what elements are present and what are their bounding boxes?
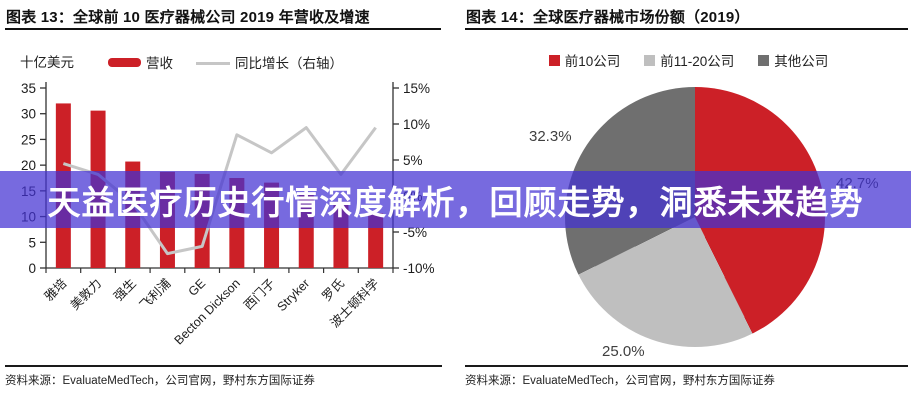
svg-text:美敦力: 美敦力 — [67, 276, 104, 313]
svg-text:30: 30 — [21, 107, 36, 122]
pie-legend: 前10公司 前11-20公司 其他公司 — [466, 50, 911, 70]
svg-text:-5%: -5% — [403, 225, 427, 240]
svg-text:10%: 10% — [403, 117, 430, 132]
pie-label-11-20: 25.0% — [602, 343, 645, 360]
revenue-bar-swatch — [108, 57, 141, 67]
svg-text:GE: GE — [186, 276, 209, 299]
figure14-title-rule — [465, 28, 908, 30]
rank11-20-legend-label: 前11-20公司 — [660, 54, 735, 69]
svg-text:15%: 15% — [403, 81, 430, 96]
overlay-banner: 天益医疗历史行情深度解析，回顾走势，洞悉未来趋势 — [0, 171, 911, 228]
figure14-source: 资料来源：EvaluateMedTech，公司官网，野村东方国际证券 — [465, 365, 908, 388]
legend-item-growth: 同比增长（右轴） — [196, 55, 343, 72]
svg-text:20: 20 — [21, 158, 36, 173]
svg-text:西门子: 西门子 — [241, 276, 278, 313]
figure13-title-rule — [5, 28, 441, 30]
svg-text:5: 5 — [28, 235, 36, 250]
legend-item-revenue: 营收 — [108, 52, 173, 72]
svg-text:飞利浦: 飞利浦 — [137, 276, 173, 312]
svg-text:雅培: 雅培 — [41, 276, 69, 304]
others-legend-label: 其他公司 — [774, 54, 829, 69]
rank11-20-swatch — [644, 54, 656, 66]
svg-text:罗氏: 罗氏 — [319, 276, 347, 304]
svg-text:35: 35 — [21, 81, 36, 96]
svg-text:-10%: -10% — [403, 261, 435, 276]
top10-legend-label: 前10公司 — [564, 54, 621, 69]
bar-line-chart: 3530252015105015%10%5%0%-5%-10%雅培美敦力强生飞利… — [21, 81, 435, 348]
figure14-title: 图表 14：全球医疗器械市场份额（2019） — [466, 9, 750, 26]
pie-label-others: 32.3% — [529, 128, 572, 145]
svg-text:5%: 5% — [403, 153, 423, 168]
left-axis-unit-label: 十亿美元 — [20, 55, 74, 70]
legend-item-11-20: 前11-20公司 — [644, 50, 734, 70]
growth-line-swatch — [196, 62, 230, 65]
legend-item-top10: 前10公司 — [548, 50, 621, 70]
svg-text:25: 25 — [21, 132, 36, 147]
figure13-title: 图表 13：全球前 10 医疗器械公司 2019 年营收及增速 — [6, 9, 370, 26]
revenue-legend-label: 营收 — [146, 56, 173, 71]
figure13-source: 资料来源：EvaluateMedTech，公司官网，野村东方国际证券 — [5, 365, 442, 388]
others-swatch — [758, 54, 770, 66]
legend-item-others: 其他公司 — [758, 50, 828, 70]
top10-swatch — [548, 54, 560, 66]
growth-legend-label: 同比增长（右轴） — [235, 56, 343, 71]
svg-text:强生: 强生 — [111, 276, 139, 304]
overlay-banner-text: 天益医疗历史行情深度解析，回顾走势，洞悉未来趋势 — [47, 183, 864, 221]
svg-text:Stryker: Stryker — [274, 276, 312, 314]
svg-text:0: 0 — [28, 261, 36, 276]
